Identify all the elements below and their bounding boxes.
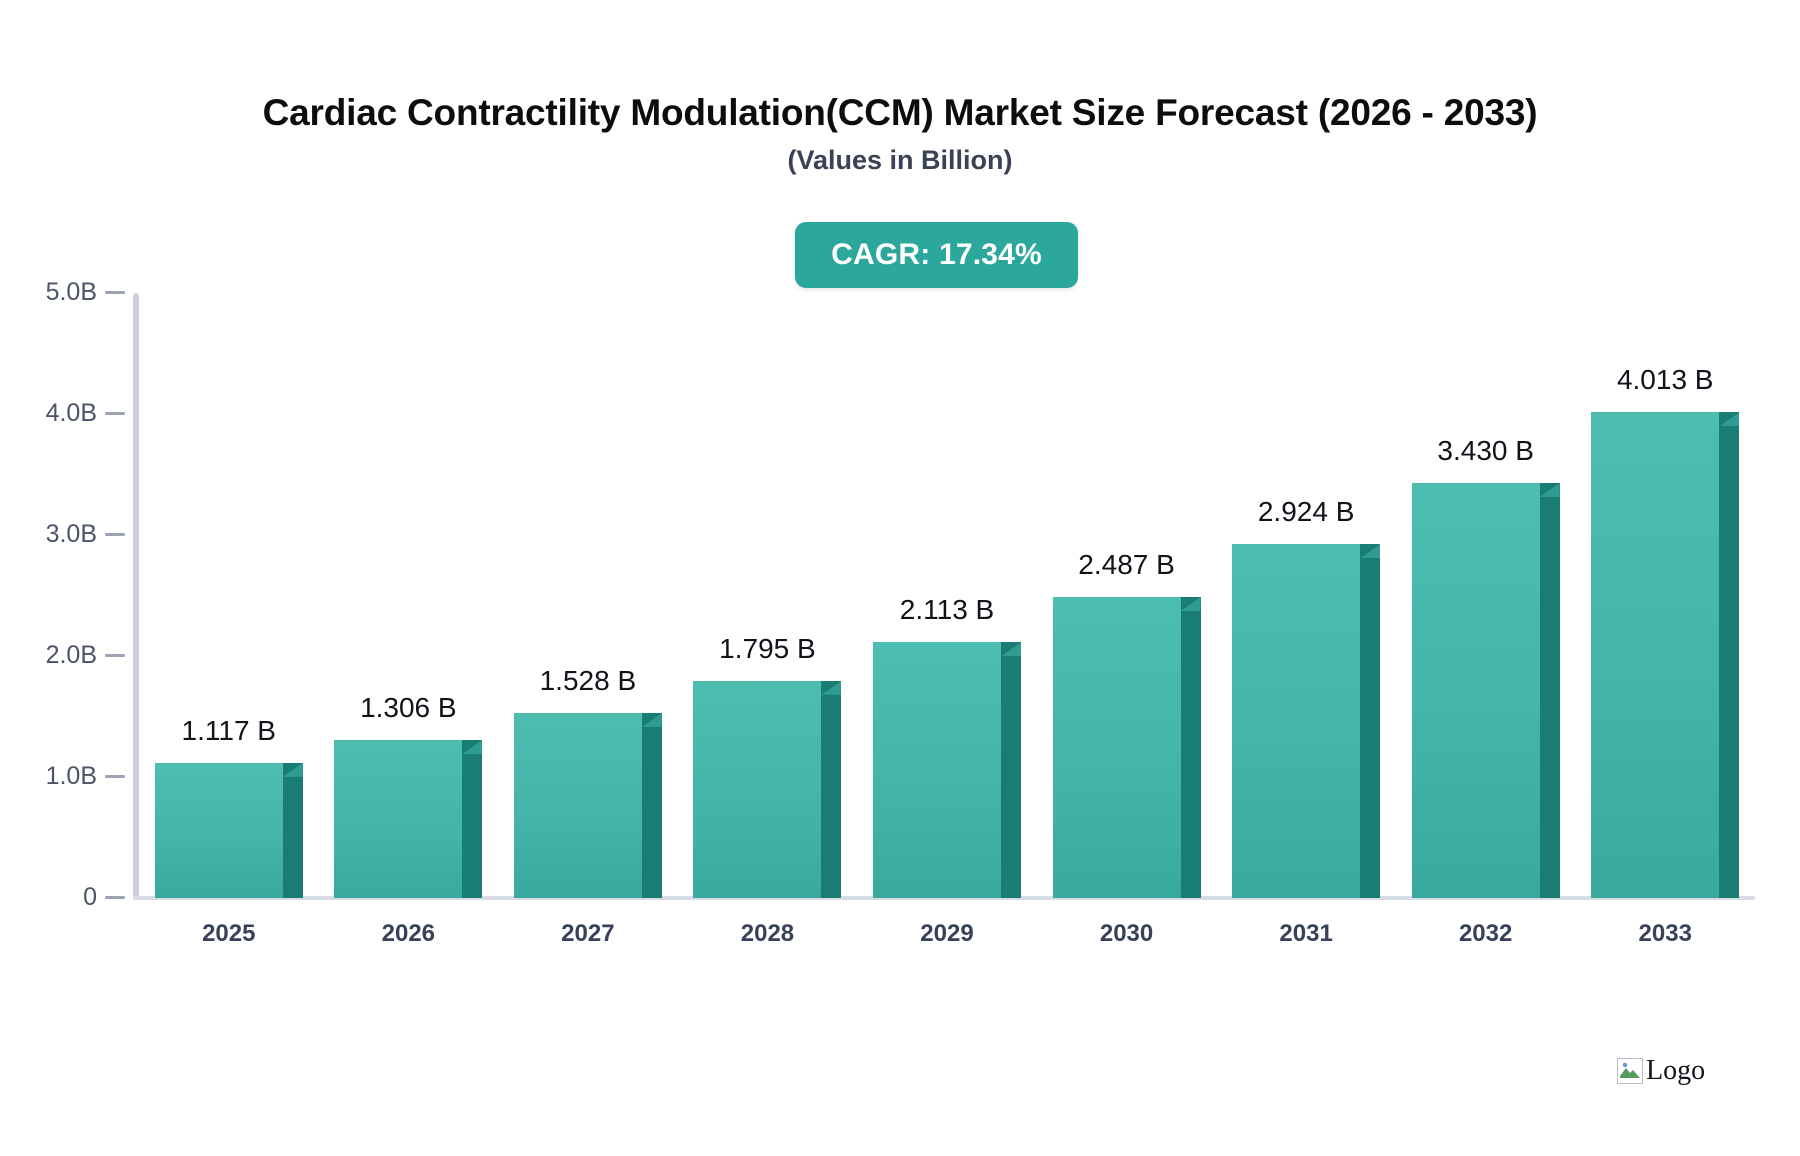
bar[interactable] bbox=[1591, 412, 1740, 898]
bar[interactable] bbox=[334, 739, 483, 898]
y-axis-tick-label: 1.0B bbox=[45, 762, 97, 790]
y-axis-tick-mark bbox=[105, 412, 125, 415]
y-axis-tick-mark bbox=[105, 291, 125, 294]
bar-side-face bbox=[282, 762, 303, 898]
y-axis-tick-label: 5.0B bbox=[45, 278, 97, 306]
bar-side-face bbox=[821, 680, 842, 898]
bar-side-face bbox=[462, 739, 483, 898]
bar-value-label: 2.487 B bbox=[1078, 549, 1175, 581]
x-axis-label: 2027 bbox=[561, 920, 615, 947]
x-axis-line bbox=[133, 896, 1755, 900]
y-axis-tick-mark bbox=[105, 533, 125, 536]
x-axis-label: 2031 bbox=[1279, 920, 1333, 947]
bar[interactable] bbox=[513, 713, 662, 898]
bar[interactable] bbox=[873, 642, 1021, 898]
bar-side-face bbox=[1001, 642, 1021, 898]
bar-value-label: 3.430 B bbox=[1437, 434, 1534, 466]
bar-side-face bbox=[1360, 544, 1381, 898]
bar-front-face bbox=[334, 739, 483, 898]
bar-front-face bbox=[1232, 544, 1381, 898]
bar[interactable] bbox=[1411, 482, 1560, 898]
x-axis-label: 2032 bbox=[1458, 920, 1513, 947]
bar-value-label: 2.924 B bbox=[1257, 496, 1355, 528]
cagr-badge: CAGR: 17.34% bbox=[795, 222, 1078, 288]
y-axis-tick-label: 2.0B bbox=[45, 641, 97, 669]
bar-side-face bbox=[1719, 412, 1740, 898]
y-axis-tick-mark bbox=[105, 775, 125, 778]
bar-value-label: 1.528 B bbox=[539, 665, 637, 697]
page-title: Cardiac Contractility Modulation(CCM) Ma… bbox=[262, 92, 1538, 133]
x-axis-label: 2026 bbox=[381, 920, 436, 947]
bar[interactable] bbox=[154, 762, 303, 898]
bar-front-face bbox=[1052, 597, 1201, 898]
bar-value-label: 1.117 B bbox=[181, 714, 276, 746]
bar-side-face bbox=[1180, 597, 1201, 898]
y-axis-tick-mark bbox=[105, 654, 125, 657]
bar-value-label: 2.113 B bbox=[899, 594, 995, 626]
chart-subtitle: (Values in Billion) bbox=[787, 145, 1013, 175]
bar[interactable] bbox=[693, 680, 842, 898]
broken-image-icon bbox=[1617, 1058, 1643, 1084]
x-axis-label: 2030 bbox=[1099, 920, 1154, 947]
bar-front-face bbox=[873, 642, 1021, 898]
x-axis-label: 2033 bbox=[1638, 920, 1692, 947]
bar-value-label: 4.013 B bbox=[1616, 364, 1714, 396]
y-axis-line bbox=[133, 293, 139, 899]
logo-alt-text: Logo bbox=[1646, 1055, 1706, 1086]
bar[interactable] bbox=[1232, 544, 1381, 898]
x-axis-label: 2029 bbox=[920, 920, 974, 947]
logo: Logo bbox=[1617, 1055, 1705, 1087]
bar-value-label: 1.306 B bbox=[360, 691, 457, 723]
y-axis-tick-mark bbox=[105, 896, 125, 899]
y-axis-tick-label: 4.0B bbox=[45, 399, 97, 427]
x-axis-label: 2028 bbox=[740, 920, 795, 947]
bar-value-label: 1.795 B bbox=[719, 632, 816, 664]
cagr-badge-label: CAGR: 17.34% bbox=[831, 238, 1042, 271]
bar-side-face bbox=[1539, 482, 1560, 898]
bar[interactable] bbox=[1052, 597, 1201, 898]
bar-front-face bbox=[154, 762, 303, 898]
y-axis-tick-label: 3.0B bbox=[45, 520, 97, 548]
bar-front-face bbox=[513, 713, 662, 898]
bar-front-face bbox=[1411, 482, 1560, 898]
x-axis-label: 2025 bbox=[202, 920, 256, 947]
bar-side-face bbox=[641, 713, 662, 898]
bar-front-face bbox=[1591, 412, 1740, 898]
y-axis-tick-label: 0 bbox=[83, 883, 97, 911]
bar-front-face bbox=[693, 680, 842, 898]
